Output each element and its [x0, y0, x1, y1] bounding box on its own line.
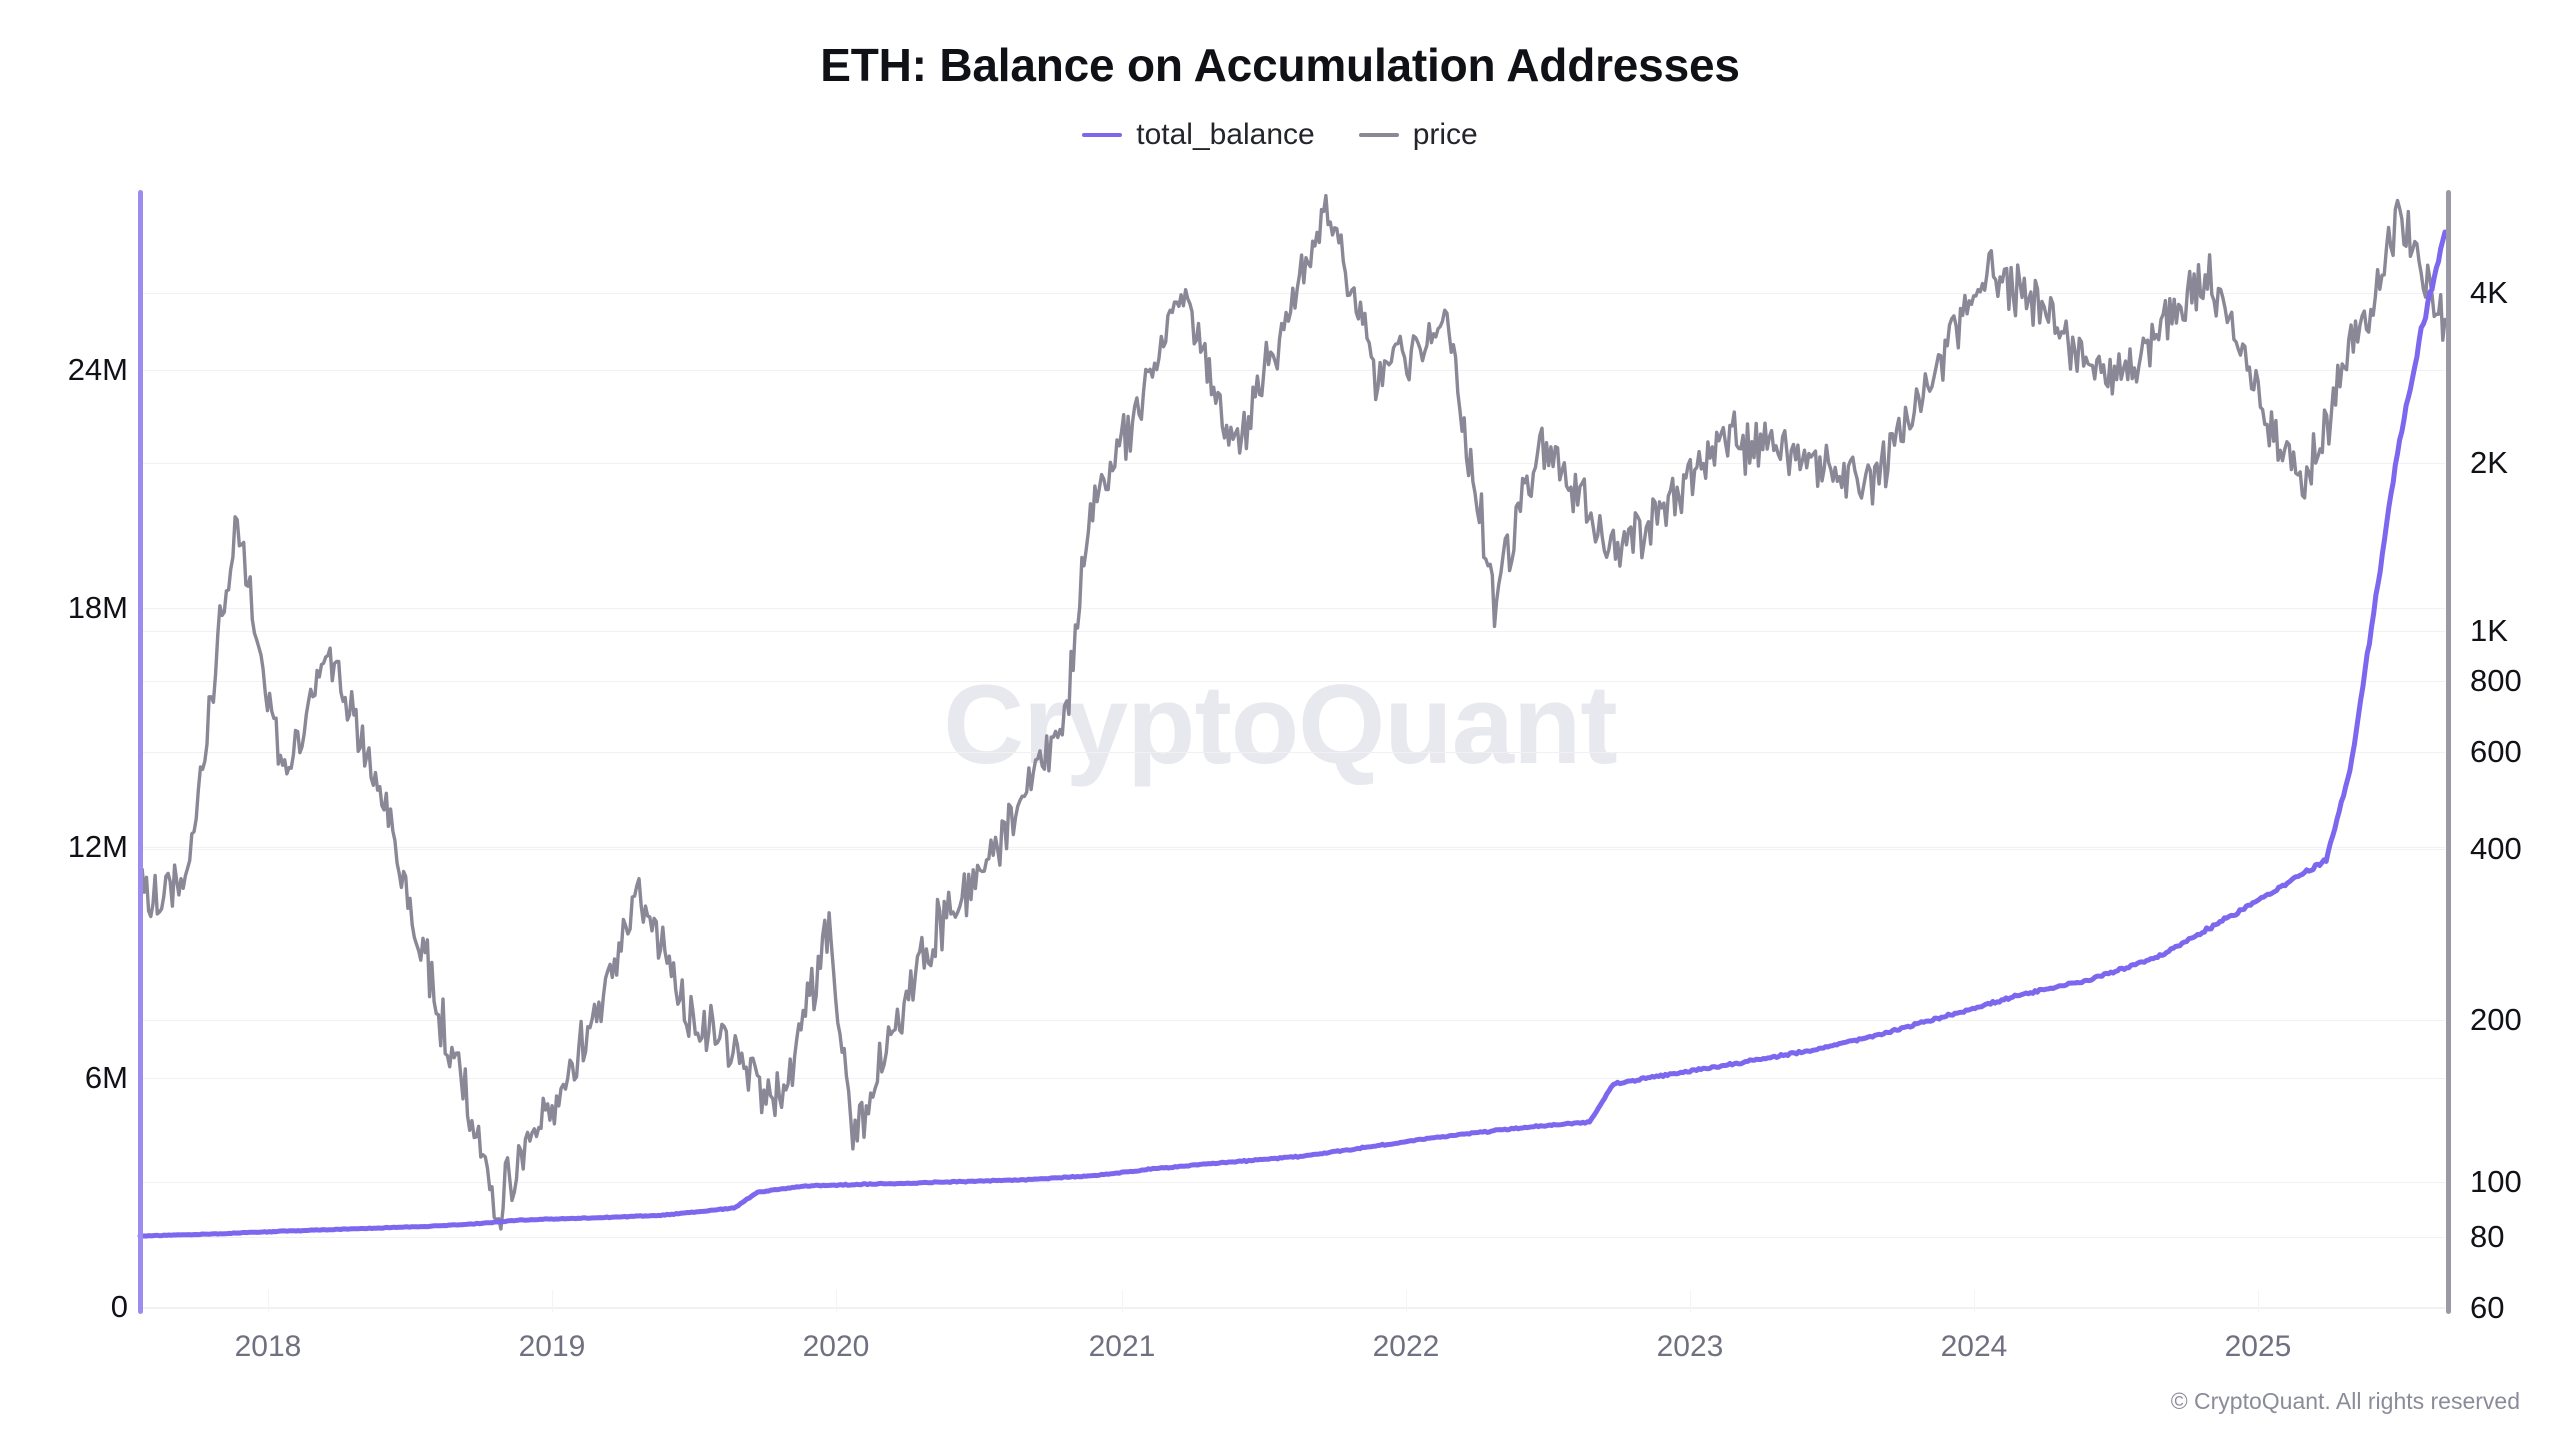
page-title: ETH: Balance on Accumulation Addresses	[820, 39, 1740, 91]
gridline-vertical	[1406, 1290, 1407, 1312]
chart-legend: total_balance price	[0, 118, 2560, 152]
gridline-horizontal	[140, 849, 2445, 850]
y-axis-right-tick-label: 1K	[2470, 613, 2508, 648]
gridline-horizontal	[140, 370, 2445, 371]
gridline-horizontal	[140, 1182, 2445, 1183]
legend-line-swatch-icon	[1358, 133, 1399, 137]
legend-line-swatch-icon	[1082, 133, 1123, 137]
gridline-vertical	[1122, 1290, 1123, 1312]
gridline-horizontal	[140, 631, 2445, 632]
legend-item-price[interactable]: price	[1358, 118, 1478, 152]
gridline-horizontal	[140, 681, 2445, 682]
y-axis-right-tick-label: 2K	[2470, 445, 2508, 480]
x-axis-tick-label: 2020	[802, 1330, 870, 1363]
legend-item-total-balance[interactable]: total_balance	[1082, 118, 1315, 152]
y-axis-right-tick-label: 800	[2470, 663, 2522, 698]
legend-label-price: price	[1412, 118, 1478, 151]
x-axis-tick-label: 2019	[518, 1330, 586, 1363]
y-axis-right-tick-label: 600	[2470, 734, 2522, 769]
y-axis-left-tick-label: 18M	[67, 590, 128, 625]
x-axis-tick-label: 2024	[1940, 1330, 2008, 1363]
gridline-horizontal	[140, 608, 2445, 609]
gridline-vertical	[552, 1290, 553, 1312]
gridline-vertical	[1690, 1290, 1691, 1312]
gridline-vertical	[268, 1290, 269, 1312]
gridline-horizontal	[140, 1237, 2445, 1238]
gridline-horizontal	[140, 1307, 2445, 1308]
x-axis-tick-label: 2018	[234, 1330, 302, 1363]
gridline-horizontal	[140, 847, 2445, 848]
total-balance-line	[137, 229, 2448, 1239]
x-axis-tick-label: 2023	[1656, 1330, 1724, 1363]
plot-area	[137, 192, 2448, 1312]
gridline-vertical	[836, 1290, 837, 1312]
y-axis-right-tick-label: 400	[2470, 831, 2522, 866]
y-axis-right-tick-label: 200	[2470, 1002, 2522, 1037]
gridline-vertical	[1974, 1290, 1975, 1312]
series-lines	[137, 193, 2448, 1239]
y-axis-left-line	[138, 190, 143, 1314]
y-axis-right-tick-label: 80	[2470, 1219, 2505, 1254]
y-axis-left-tick-label: 24M	[67, 352, 128, 387]
x-axis-tick-label: 2021	[1088, 1330, 1156, 1363]
gridline-vertical	[2258, 1290, 2259, 1312]
y-axis-right-tick-label: 4K	[2470, 275, 2508, 310]
y-axis-right-line	[2446, 190, 2451, 1314]
y-axis-right-tick-label: 100	[2470, 1164, 2522, 1199]
gridline-horizontal	[140, 1308, 2445, 1309]
gridline-horizontal	[140, 752, 2445, 753]
gridline-horizontal	[140, 1020, 2445, 1021]
legend-label-total-balance: total_balance	[1136, 118, 1315, 151]
x-axis-tick-label: 2022	[1372, 1330, 1440, 1363]
y-axis-right-tick-label: 60	[2470, 1290, 2505, 1325]
y-axis-left-tick-label: 12M	[67, 829, 128, 864]
copyright-notice: © CryptoQuant. All rights reserved	[2170, 1388, 2520, 1414]
y-axis-left-tick-label: 6M	[84, 1060, 128, 1095]
x-axis-tick-label: 2025	[2224, 1330, 2292, 1363]
price-line	[138, 193, 2447, 1231]
gridline-horizontal	[140, 1078, 2445, 1079]
gridline-horizontal	[140, 463, 2445, 464]
y-axis-left-tick-label: 0	[110, 1289, 128, 1324]
